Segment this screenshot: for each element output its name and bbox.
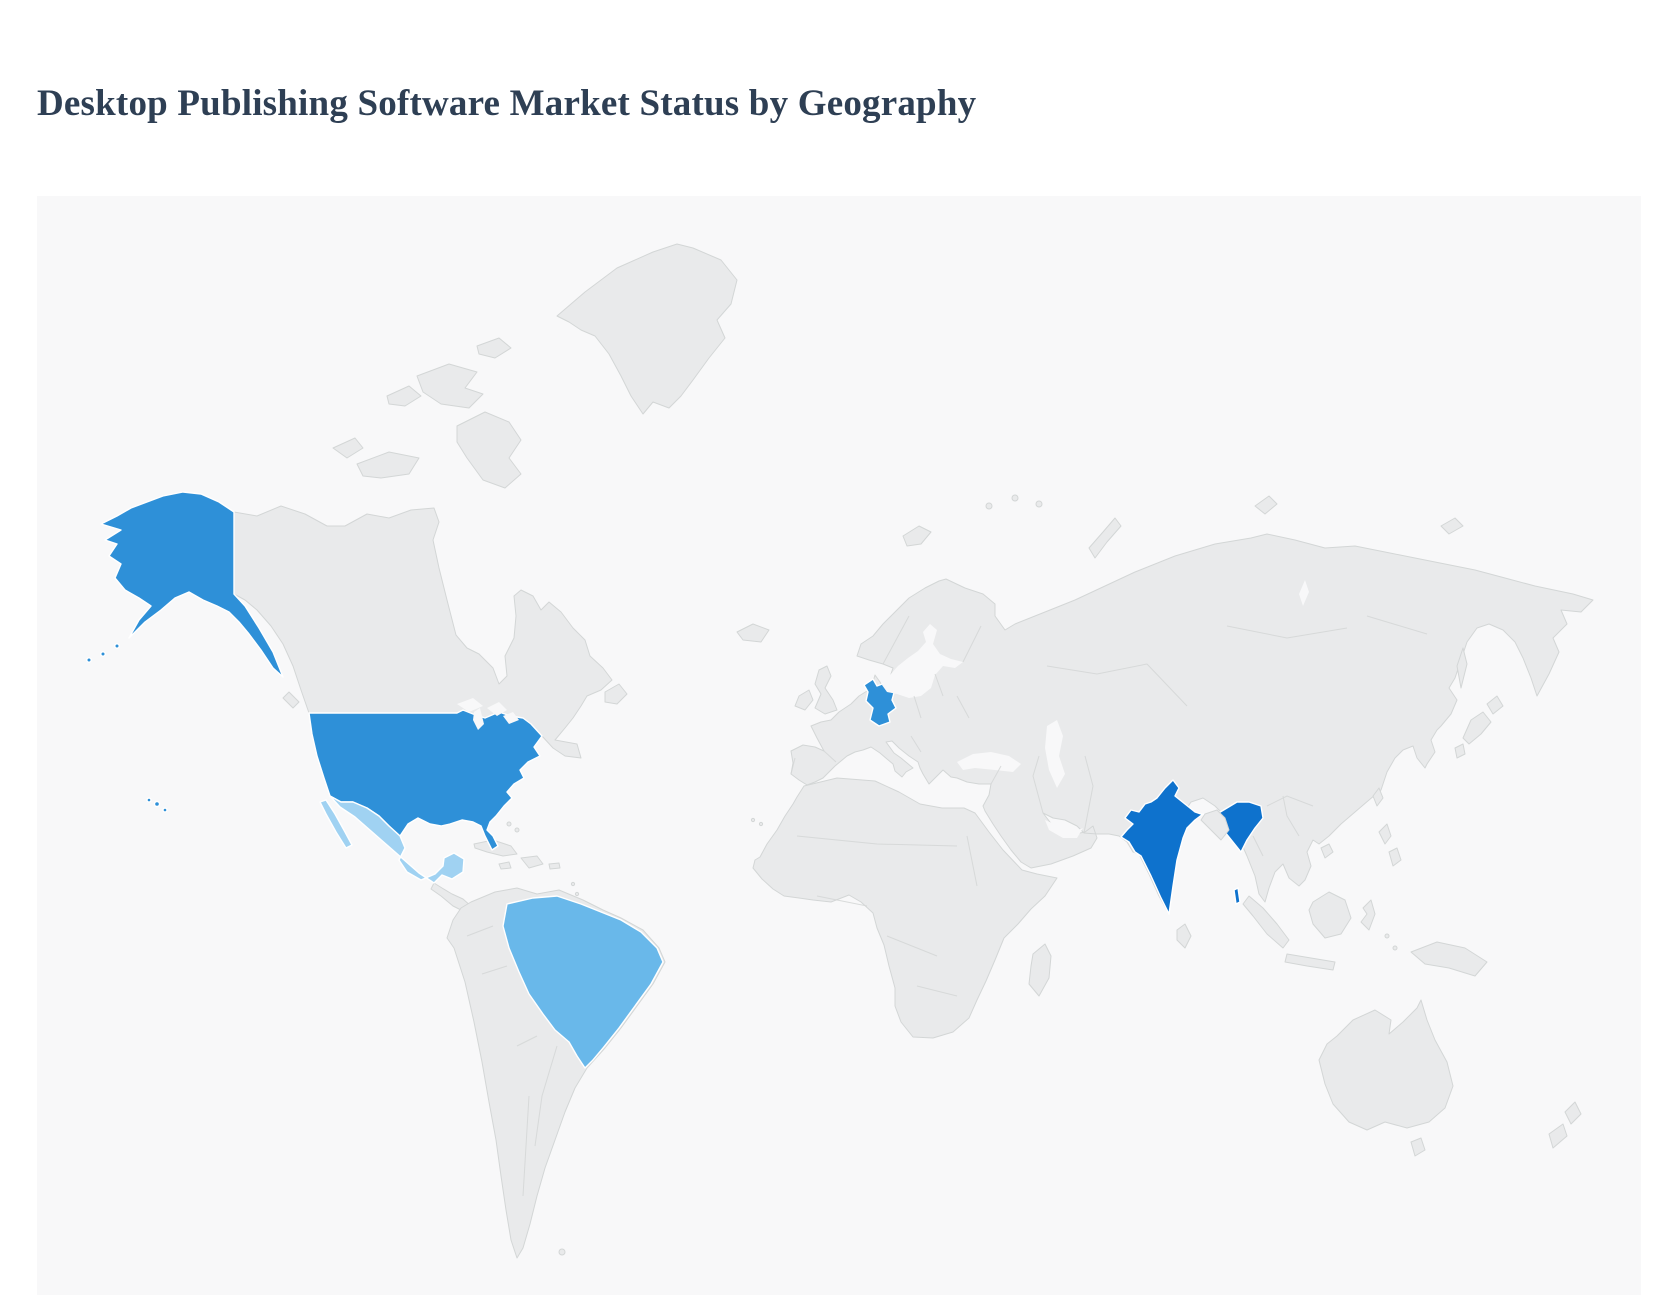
landmass-philippines [1378, 823, 1402, 867]
inland-water-group [457, 580, 1309, 838]
world-map-svg [37, 196, 1641, 1295]
country-mexico[interactable] [329, 795, 465, 884]
country-united-states-aleutians[interactable] [114, 643, 120, 649]
persian-gulf [1045, 820, 1083, 838]
landmass-indonesia [1242, 891, 1376, 971]
country-united-states-hawaii[interactable] [153, 800, 161, 808]
landmass-newfoundland [282, 683, 628, 709]
landmass-arctic-islands [332, 337, 522, 489]
landmass-new-zealand [1548, 1101, 1582, 1149]
world-map [37, 196, 1641, 1295]
canary-speck [758, 821, 764, 827]
landmass-new-guinea [1410, 941, 1488, 977]
landmass-japan [1454, 647, 1504, 759]
landmass-taiwan-hainan [1320, 787, 1384, 859]
landmass-bangladesh [1200, 809, 1230, 841]
moluccas-speck [1384, 933, 1390, 939]
great-lakes [457, 698, 519, 730]
highlighted-countries-group [86, 491, 1264, 1069]
country-brazil[interactable] [502, 895, 664, 1069]
internal-borders [466, 615, 1428, 1197]
bahamas-speck [506, 821, 512, 827]
arctic-speck [985, 502, 993, 510]
landmass-eurasia [790, 533, 1594, 915]
landmass-africa [752, 777, 1058, 1039]
antilles-speck [574, 891, 580, 897]
landmass-australia [1318, 999, 1454, 1157]
baltic-sea [882, 624, 963, 698]
bahamas-speck [514, 827, 520, 833]
arctic-speck [1011, 494, 1019, 502]
landmass-iceland [736, 495, 1464, 643]
canary-speck [750, 817, 756, 823]
country-united-states-aleutians[interactable] [86, 657, 92, 663]
page-title: Desktop Publishing Software Market Statu… [37, 83, 977, 124]
country-united-states-hawaii[interactable] [162, 807, 168, 813]
antilles-speck [570, 881, 576, 887]
country-united-states-alaska[interactable] [100, 491, 284, 678]
landmass-greenland [556, 243, 738, 415]
caspian-sea [1045, 720, 1065, 788]
lake-baikal [1299, 580, 1309, 606]
country-united-states-aleutians[interactable] [100, 651, 106, 657]
country-india-andaman[interactable] [1233, 887, 1241, 905]
country-mexico-baja[interactable] [319, 799, 353, 849]
landmass-sri-lanka [1176, 923, 1192, 949]
falkland-speck [558, 1248, 566, 1256]
black-sea [957, 752, 1021, 772]
arctic-speck [1035, 500, 1043, 508]
landmass-british-isles [794, 665, 838, 715]
landmass-group [233, 243, 1594, 1259]
moluccas-speck [1392, 945, 1398, 951]
landmass-madagascar [1028, 943, 1052, 997]
country-united-states-hawaii[interactable] [146, 797, 152, 803]
